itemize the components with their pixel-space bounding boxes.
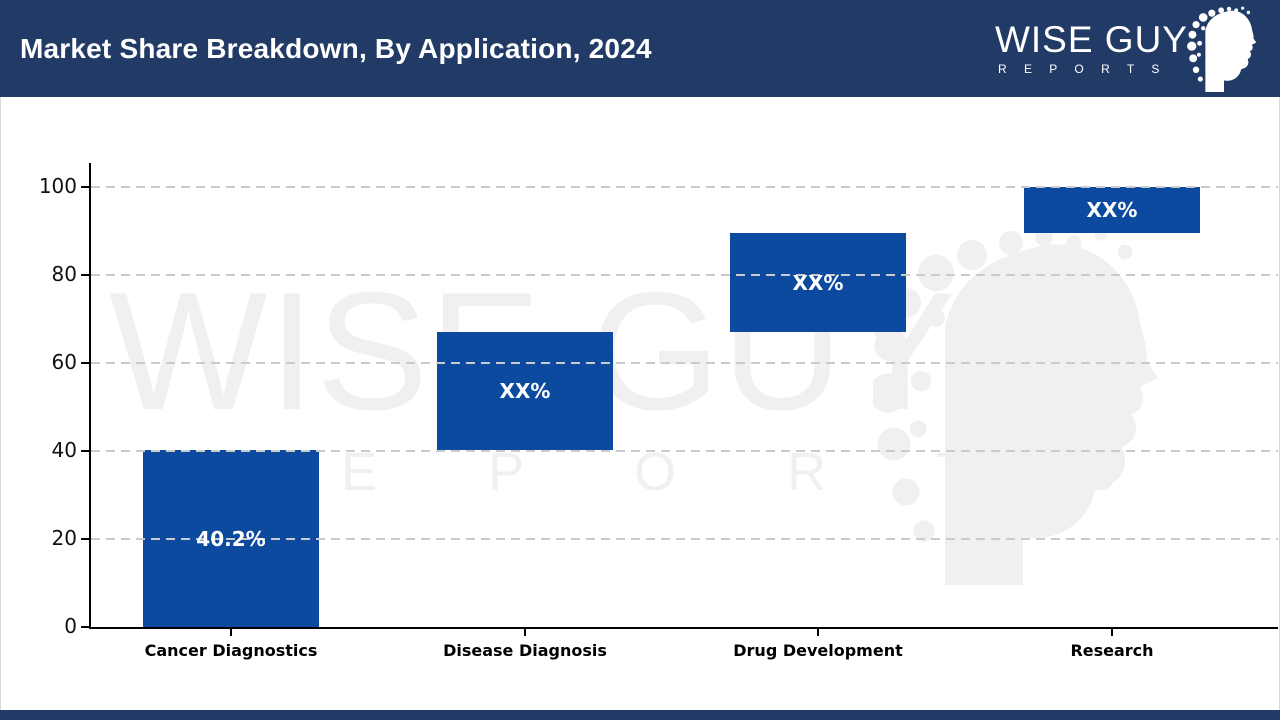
gridline: [91, 450, 1278, 452]
x-axis-category-label: Research: [1070, 641, 1154, 660]
bar-value-label: XX%: [1086, 198, 1138, 223]
y-axis-tick-label: 80: [51, 262, 77, 286]
y-axis-tick-label: 60: [51, 350, 77, 374]
y-axis-tick-mark: [81, 186, 89, 188]
logo-text: WISE GUY R E P O R T S: [995, 21, 1188, 76]
footer-bar: [0, 710, 1280, 720]
gridline: [91, 186, 1278, 188]
wiseguy-logo: WISE GUY R E P O R T S: [995, 0, 1266, 97]
logo-subtext: R E P O R T S: [997, 62, 1167, 76]
y-axis-tick-mark: [81, 362, 89, 364]
bar-value-label: XX%: [499, 379, 551, 404]
dotted-face-icon: [1187, 6, 1257, 92]
x-axis-category-label: Cancer Diagnostics: [144, 641, 318, 660]
x-axis-tick-mark: [230, 629, 232, 636]
x-axis-tick-mark: [524, 629, 526, 636]
gridline: [91, 362, 1278, 364]
y-axis-tick-mark: [81, 538, 89, 540]
y-axis-tick-mark: [81, 274, 89, 276]
x-axis-line: [89, 627, 1278, 629]
y-axis-line: [89, 163, 91, 629]
gridline: [91, 538, 1278, 540]
header-bar: Market Share Breakdown, By Application, …: [0, 0, 1280, 97]
logo-wordmark: WISE GUY: [994, 19, 1188, 60]
y-axis-tick-label: 40: [51, 438, 77, 462]
gridline: [91, 274, 1278, 276]
y-axis-tick-mark: [81, 450, 89, 452]
bar-drug-development: [730, 233, 906, 333]
y-axis-tick-label: 20: [51, 526, 77, 550]
y-axis-tick-mark: [81, 626, 89, 628]
plot: 0 20 40 60 80 100 40.2% XX% XX% XX% Cancer Diagnos…: [1, 97, 1279, 710]
x-axis-category-label: Drug Development: [733, 641, 903, 660]
page-title: Market Share Breakdown, By Application, …: [20, 32, 652, 64]
x-axis-tick-mark: [1111, 629, 1113, 636]
bar-research: [1024, 187, 1200, 234]
bar-disease-diagnosis: [437, 332, 613, 451]
y-axis-tick-label: 100: [38, 174, 77, 198]
x-axis-category-label: Disease Diagnosis: [443, 641, 607, 660]
chart-area: WISE GUY R E P O R T S 0 20 40 60 80 100 40.2%…: [0, 97, 1280, 710]
bar-value-label: XX%: [792, 270, 844, 295]
x-axis-tick-mark: [817, 629, 819, 636]
bar-value-label: 40.2%: [196, 526, 266, 551]
y-axis-tick-label: 0: [64, 614, 77, 638]
